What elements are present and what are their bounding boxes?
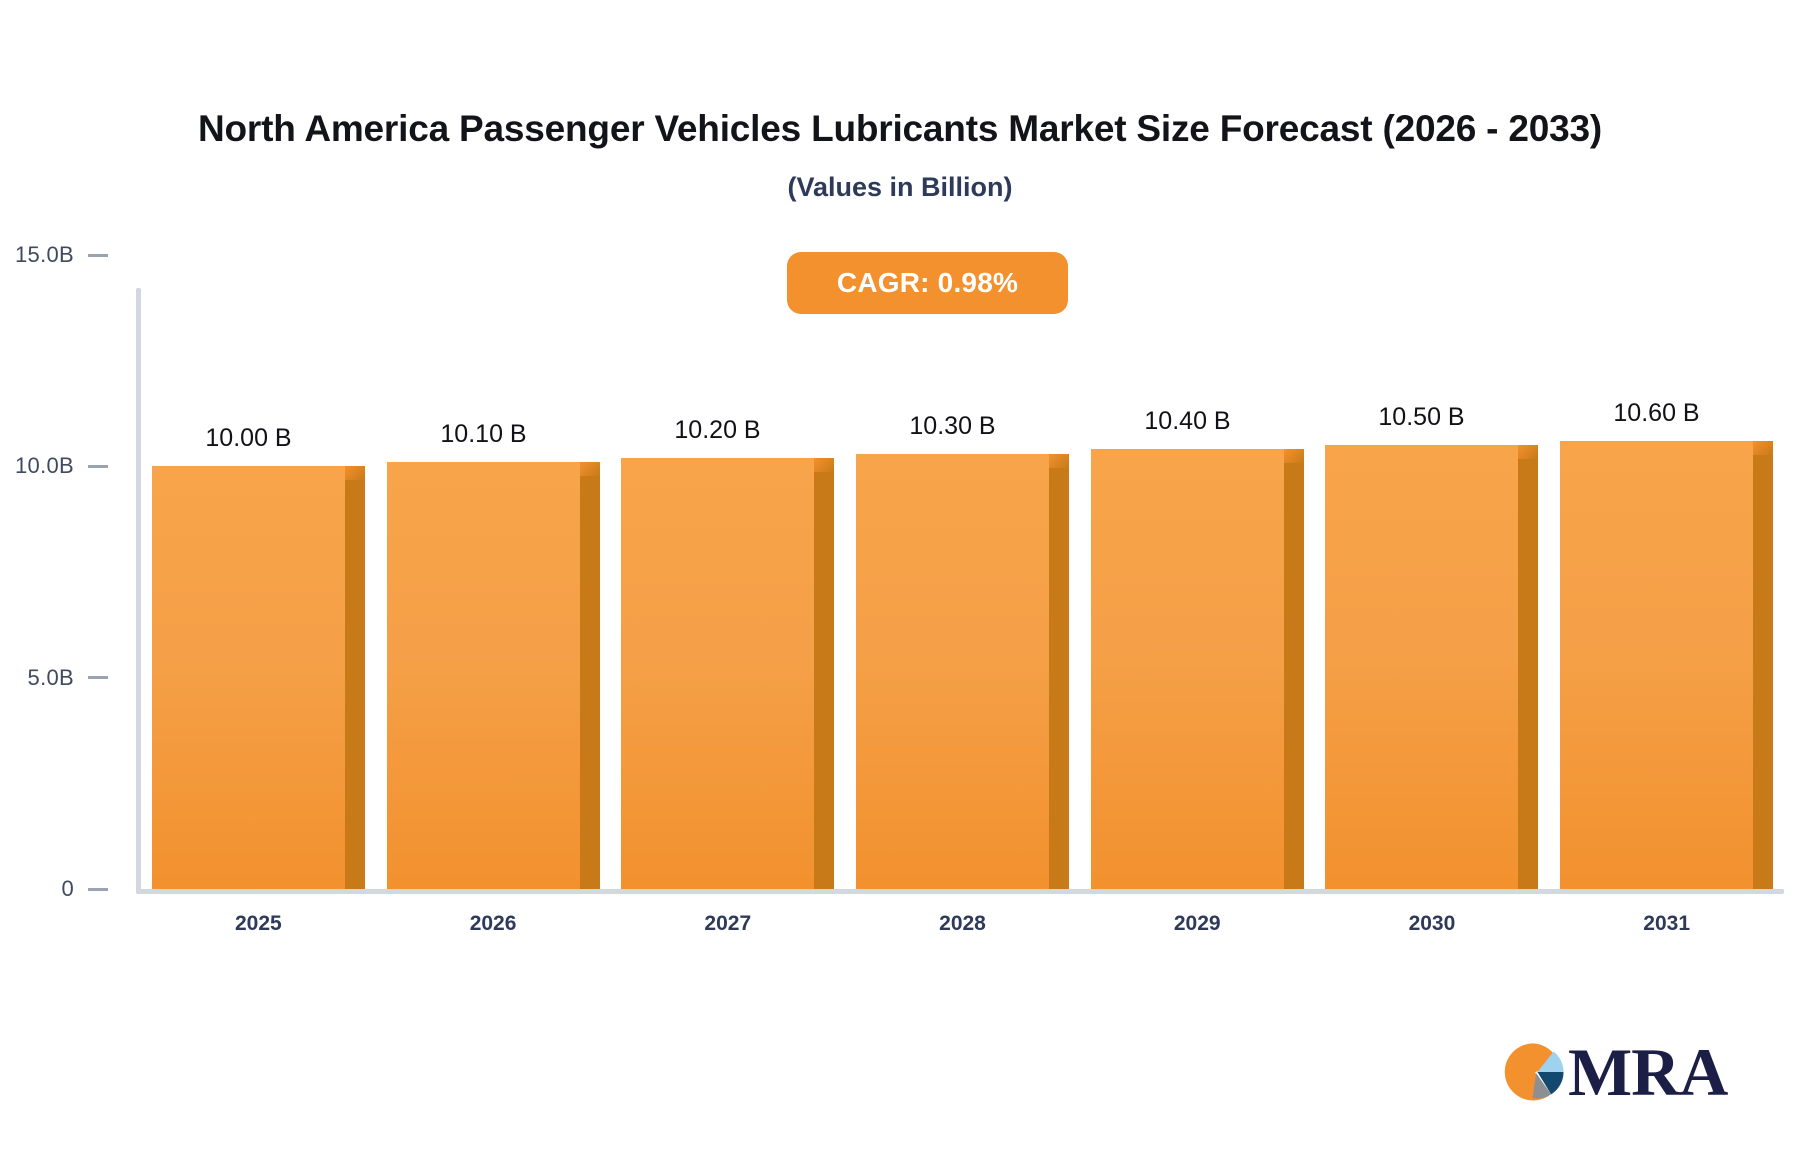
bar-value-label: 10.50 B (1378, 403, 1465, 432)
bar-side-shadow (1753, 452, 1773, 889)
bar-side-shadow (1049, 465, 1069, 889)
bar-top-bevel (1284, 449, 1304, 464)
y-axis-tick-label: 5.0B (27, 664, 74, 690)
x-axis-label-2030: 2030 (1408, 912, 1456, 935)
bar-value-label: 10.40 B (1144, 407, 1231, 436)
x-axis-line (136, 889, 1784, 894)
y-axis-tick: 5.0B (28, 663, 108, 693)
bar-value-label: 10.60 B (1613, 398, 1700, 427)
bar-face (856, 453, 1049, 889)
y-axis-tick-mark (88, 676, 108, 680)
cagr-badge: CAGR: 0.98% (787, 252, 1068, 314)
bar-value-label: 10.00 B (205, 424, 292, 453)
y-axis-tick: 10.0B (15, 451, 108, 481)
bar-top-bevel (1518, 445, 1538, 460)
bar-value-label: 10.20 B (674, 415, 761, 444)
bar-top-bevel (1049, 453, 1069, 468)
bar-face (387, 462, 580, 889)
bar-top-bevel (345, 466, 365, 481)
bar-2029[interactable] (1091, 449, 1304, 889)
bar-value-label: 10.10 B (440, 420, 527, 449)
bar-2026[interactable] (387, 462, 600, 889)
chart-subtitle: (Values in Billion) (787, 172, 1013, 202)
logo-text: MRA (1568, 1034, 1728, 1110)
bar-side-shadow (814, 469, 834, 889)
y-axis-tick-label: 10.0B (15, 453, 74, 479)
bar-top-bevel (580, 462, 600, 477)
bar-2028[interactable] (856, 453, 1069, 889)
bar-2030[interactable] (1325, 445, 1538, 889)
y-axis-tick: 0 (61, 874, 108, 904)
x-axis-label-2028: 2028 (939, 912, 986, 935)
bar-value-label: 10.30 B (909, 411, 996, 440)
bar-side-shadow (580, 474, 600, 889)
bar-2031[interactable] (1560, 440, 1773, 889)
y-axis-line (136, 288, 141, 894)
x-axis-label-2031: 2031 (1643, 912, 1690, 935)
y-axis-tick-mark (88, 887, 108, 891)
y-axis-tick: 15.0B (15, 240, 108, 270)
bar-side-shadow (345, 478, 365, 889)
bar-face (621, 457, 814, 889)
bar-side-shadow (1284, 461, 1304, 889)
bar-top-bevel (1753, 440, 1773, 455)
y-axis-tick-label: 0 (61, 876, 74, 901)
bar-face (152, 466, 345, 889)
bar-2027[interactable] (621, 457, 834, 889)
bar-face (1091, 449, 1284, 889)
pie-chart-icon (1504, 1043, 1564, 1101)
y-axis-tick-mark (88, 464, 108, 468)
bar-face (1325, 445, 1518, 889)
bar-face (1560, 440, 1753, 889)
cagr-badge-label: CAGR: 0.98% (836, 267, 1019, 298)
x-axis-label-2029: 2029 (1173, 912, 1221, 935)
x-axis-label-2027: 2027 (704, 912, 752, 935)
bar-2025[interactable] (152, 466, 365, 889)
x-axis-label-2025: 2025 (234, 912, 282, 935)
x-axis-label-2026: 2026 (469, 912, 517, 935)
chart-title: North America Passenger Vehicles Lubrica… (197, 108, 1603, 149)
y-axis-tick-mark (88, 253, 108, 257)
bar-top-bevel (814, 457, 834, 472)
mra-logo: MRA (1504, 1034, 1728, 1110)
y-axis-tick-label: 15.0B (15, 242, 74, 267)
bar-side-shadow (1518, 457, 1538, 889)
